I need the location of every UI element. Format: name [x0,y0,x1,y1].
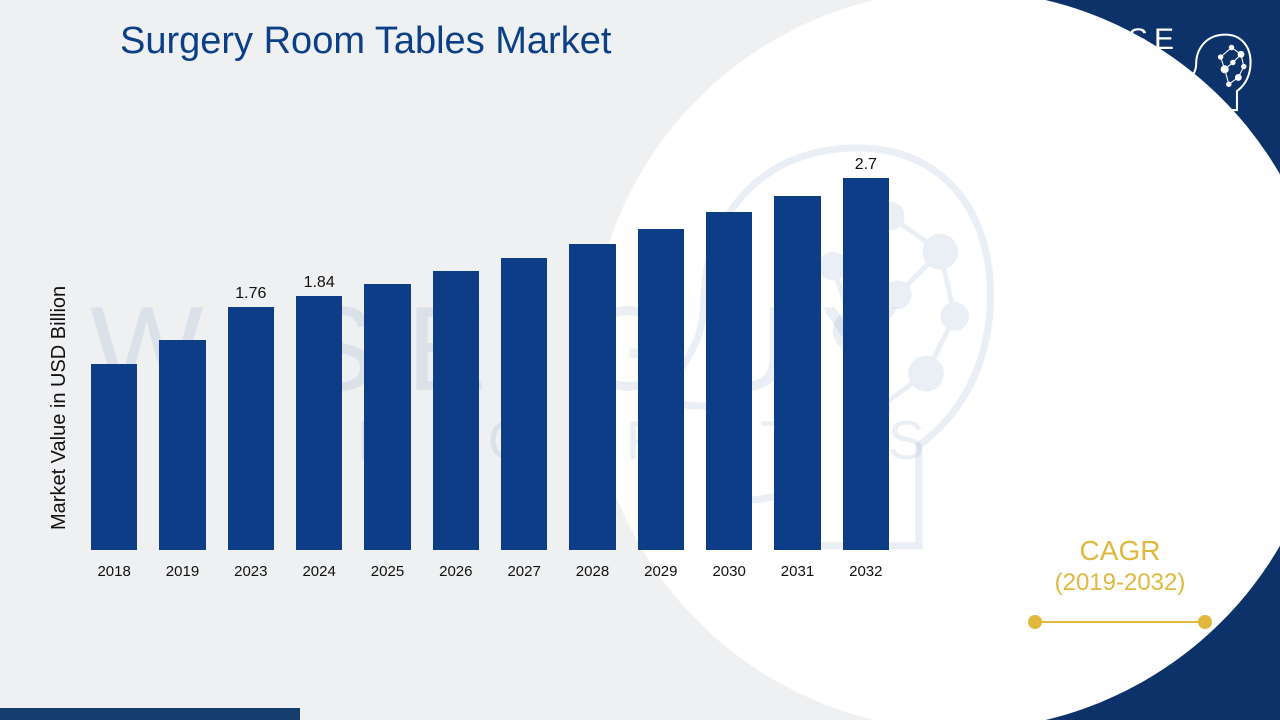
bar [364,284,410,550]
bar: 1.76 [228,307,274,550]
bar [638,229,684,550]
x-tick-label: 2025 [353,563,421,580]
infographic-stage: WISE GUY R E P O R T S Surgery Room Tabl… [0,0,1280,720]
bar-value-label: 1.76 [228,285,274,303]
cagr-range: (2019-2032) [990,569,1250,597]
chart-title: Surgery Room Tables Market [120,20,611,63]
plot-area: 1.76 1.84 2.7 [80,150,900,550]
cagr-separator [1030,611,1210,633]
y-axis-label: Market Value in USD Billion [48,286,71,530]
bar [774,196,820,550]
bar: 1.84 [296,296,342,550]
x-axis-labels: 2018201920232024202520262027202820292030… [80,554,900,580]
logo-text: WISE GUY R E P O R T S [986,24,1180,121]
bar [159,340,205,550]
bottom-accent-bar [0,708,300,720]
x-tick-label: 2024 [285,563,353,580]
bar: 2.7 [843,178,889,550]
bar [501,258,547,550]
x-tick-label: 2026 [422,563,490,580]
x-tick-label: 2019 [148,563,216,580]
bar-value-label: 2.7 [843,156,889,174]
bar [569,244,615,550]
x-tick-label: 2028 [558,563,626,580]
bar-value-label: 1.84 [296,274,342,292]
cagr-block: CAGR (2019-2032) 4.9% [990,535,1250,680]
x-tick-label: 2029 [627,563,695,580]
x-tick-label: 2018 [80,563,148,580]
brand-logo: WISE GUY R E P O R T S [986,24,1256,121]
bar [433,271,479,550]
cagr-label: CAGR [990,535,1250,567]
x-tick-label: 2023 [217,563,285,580]
bar-chart: 1.76 1.84 2.7 2018201920232024202520262027… [80,150,900,580]
bar [706,212,752,550]
x-tick-label: 2031 [763,563,831,580]
bar [91,364,137,550]
x-tick-label: 2030 [695,563,763,580]
logo-line2: R E P O R T S [986,89,1180,121]
logo-line1: WISE GUY [1079,23,1180,88]
x-tick-label: 2032 [832,563,900,580]
x-tick-label: 2027 [490,563,558,580]
head-network-icon [1188,29,1256,115]
cagr-value: 4.9% [990,643,1250,680]
